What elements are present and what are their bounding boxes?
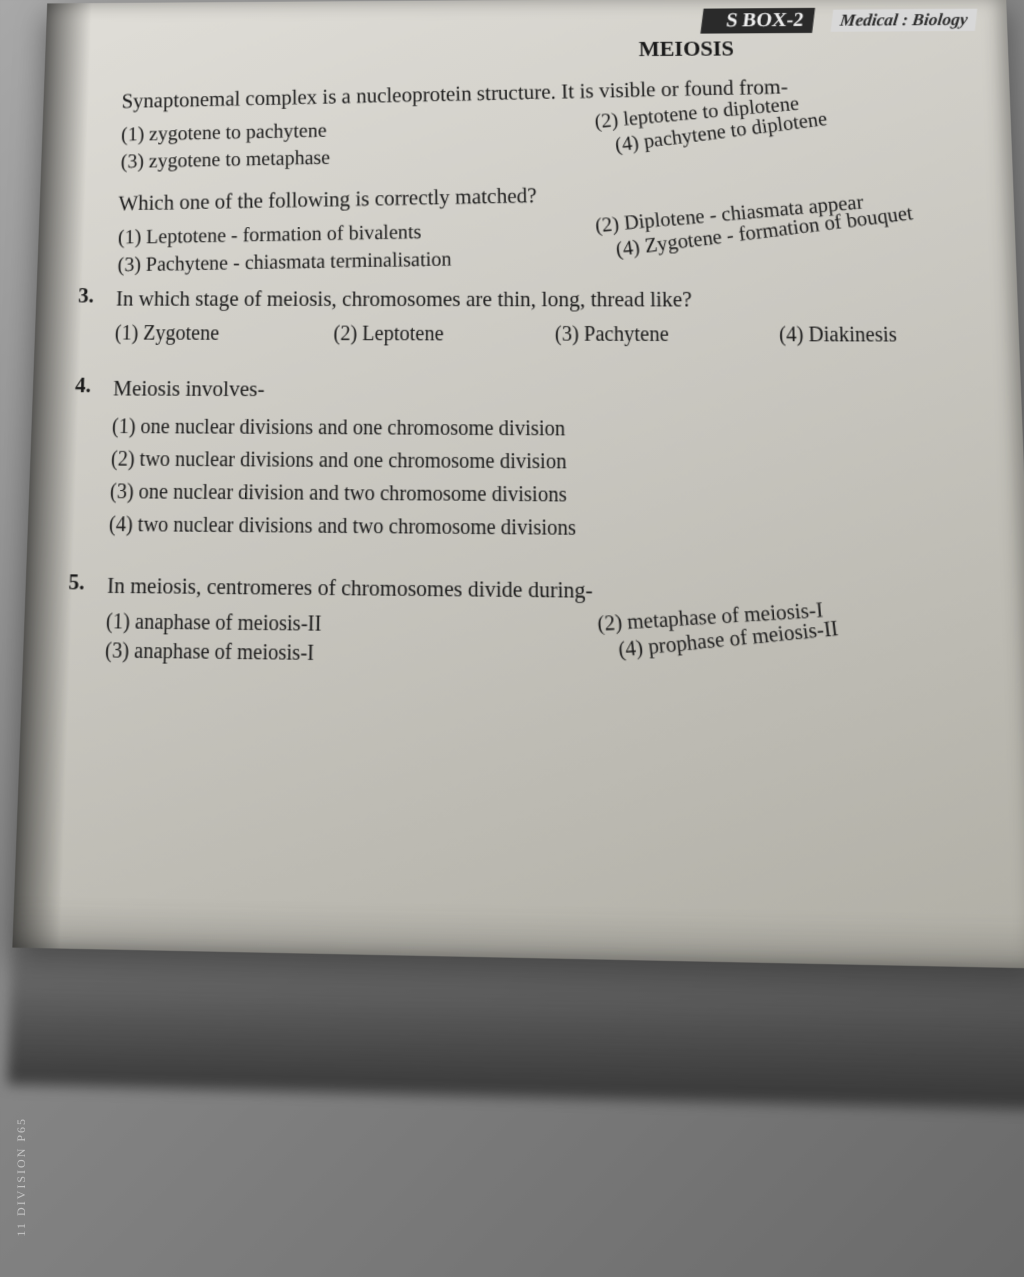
q2-opt1: (1) Leptotene - formation of bivalents [118, 218, 537, 249]
q1-opt1: (1) zygotene to pachytene [121, 114, 536, 146]
q3-number: 3. [78, 283, 95, 309]
q3-opt2: (2) Leptotene [333, 322, 536, 346]
question-2: Which one of the following is correctly … [117, 171, 985, 277]
q5-number: 5. [68, 569, 85, 596]
subject-tag: Medical : Biology [831, 8, 977, 31]
section-title: MEIOSIS [400, 34, 978, 63]
q3-opt4: (4) Diakinesis [779, 323, 988, 348]
q4-opt1: (1) one nuclear divisions and one chromo… [112, 411, 992, 448]
q4-stem: Meiosis involves- [113, 372, 990, 409]
header-strip: S BOX-2 Medical : Biology [124, 7, 976, 38]
question-3: 3. In which stage of meiosis, chromosome… [115, 283, 988, 348]
q1-options: (1) zygotene to pachytene (2) leptotene … [121, 105, 982, 173]
q3-opt3: (3) Pachytene [555, 322, 761, 347]
q2-opt3: (3) Pachytene - chiasmata terminalisatio… [117, 245, 537, 276]
question-5: 5. In meiosis, centromeres of chromosome… [105, 569, 1000, 674]
q4-options: (1) one nuclear divisions and one chromo… [108, 411, 994, 549]
box-label: S BOX-2 [701, 8, 816, 34]
book-spine-shadow [12, 3, 92, 948]
q5-opt3: (3) anaphase of meiosis-I [105, 639, 537, 669]
textbook-page: S BOX-2 Medical : Biology MEIOSIS Synapt… [12, 0, 1024, 969]
q3-opt1: (1) Zygotene [115, 322, 316, 346]
q1-opt3: (3) zygotene to metaphase [121, 142, 537, 174]
q4-number: 4. [75, 372, 92, 398]
side-page-ref: 11 DIVISION P65 [14, 1117, 29, 1237]
q5-options: (1) anaphase of meiosis-II (2) metaphase… [105, 610, 1000, 675]
q3-stem: In which stage of meiosis, chromosomes a… [115, 283, 986, 317]
q2-options: (1) Leptotene - formation of bivalents (… [117, 209, 985, 276]
q4-opt4: (4) two nuclear divisions and two chromo… [108, 509, 994, 549]
q5-opt1: (1) anaphase of meiosis-II [106, 610, 537, 640]
question-1: Synaptonemal complex is a nucleoprotein … [121, 67, 982, 174]
question-4: 4. Meiosis involves- (1) one nuclear div… [108, 372, 994, 549]
q3-options: (1) Zygotene (2) Leptotene (3) Pachytene… [115, 322, 988, 348]
